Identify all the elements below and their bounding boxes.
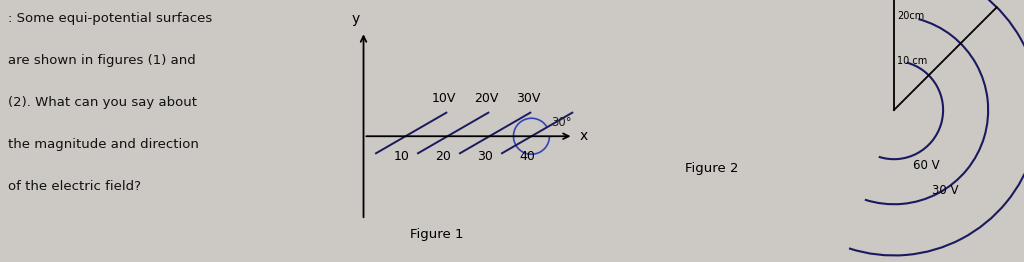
Text: y: y bbox=[351, 12, 359, 26]
Text: x: x bbox=[580, 129, 588, 143]
Text: 20: 20 bbox=[435, 150, 452, 163]
Text: 30: 30 bbox=[477, 150, 494, 163]
Text: 30V: 30V bbox=[516, 92, 541, 105]
Text: 60 V: 60 V bbox=[913, 159, 940, 172]
Text: 20V: 20V bbox=[474, 92, 499, 105]
Text: 10V: 10V bbox=[432, 92, 457, 105]
Text: the magnitude and direction: the magnitude and direction bbox=[8, 138, 199, 151]
Text: of the electric field?: of the electric field? bbox=[8, 180, 141, 193]
Text: 20cm: 20cm bbox=[897, 11, 925, 21]
Text: 30°: 30° bbox=[552, 116, 572, 129]
Text: : Some equi-potential surfaces: : Some equi-potential surfaces bbox=[8, 12, 212, 25]
Text: are shown in figures (1) and: are shown in figures (1) and bbox=[8, 54, 196, 67]
Text: (2). What can you say about: (2). What can you say about bbox=[8, 96, 197, 109]
Text: Figure 2: Figure 2 bbox=[685, 162, 738, 175]
Text: 10 cm: 10 cm bbox=[897, 56, 927, 66]
Text: 10: 10 bbox=[393, 150, 410, 163]
Text: Figure 1: Figure 1 bbox=[411, 228, 464, 241]
Text: 30 V: 30 V bbox=[932, 184, 958, 197]
Text: 40: 40 bbox=[519, 150, 536, 163]
